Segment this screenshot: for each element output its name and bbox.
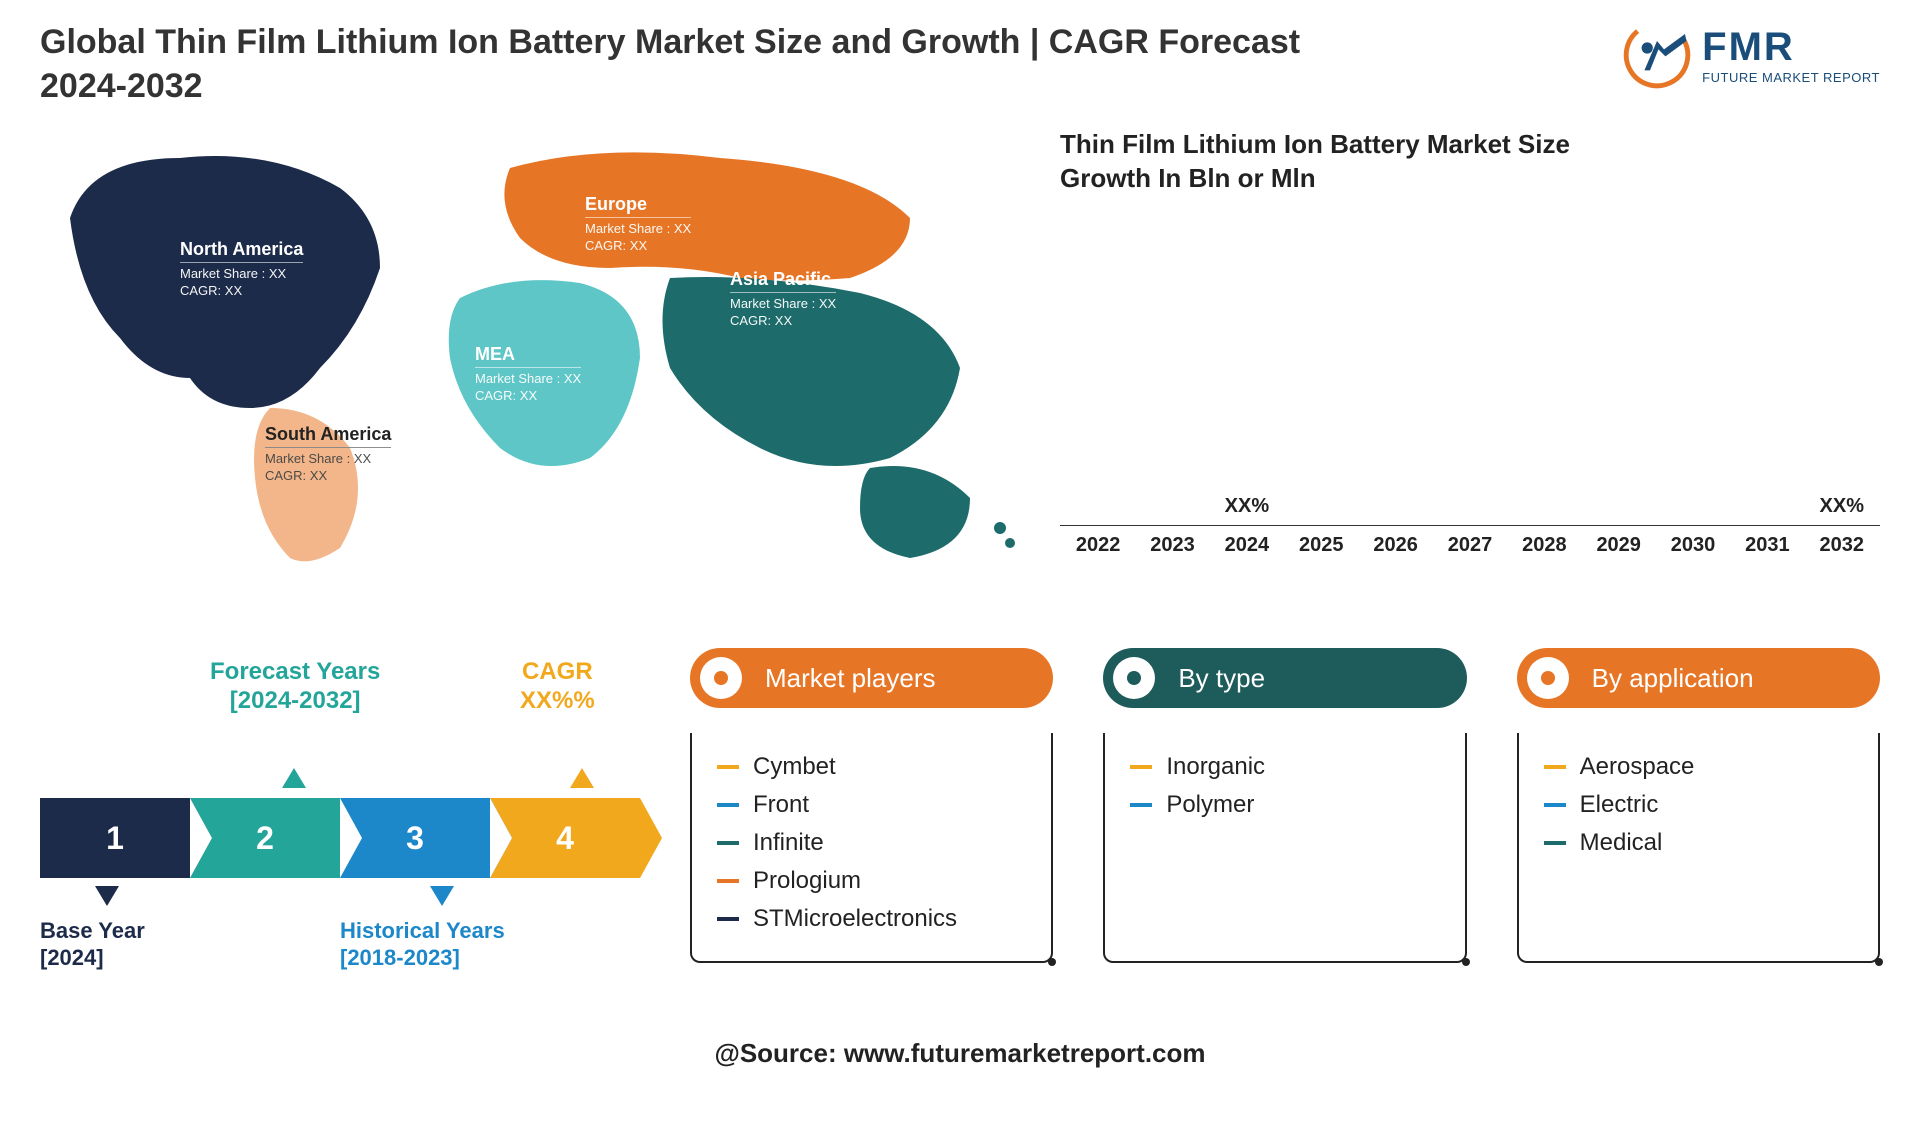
bar-year-label: 2023 bbox=[1150, 534, 1195, 557]
source-line: @Source: www.futuremarketreport.com bbox=[40, 1038, 1880, 1069]
bar-top-label: XX% bbox=[1820, 495, 1864, 518]
chevron-2: 2 bbox=[190, 798, 340, 878]
category-item-label: Infinite bbox=[753, 829, 824, 857]
hist-label: Historical Years [2018-2023] bbox=[340, 918, 505, 971]
category-item-label: Electric bbox=[1580, 791, 1659, 819]
category-item-label: Inorganic bbox=[1166, 753, 1265, 781]
bar-year-label: 2031 bbox=[1745, 534, 1790, 557]
pill-dot-icon bbox=[1527, 657, 1569, 699]
tick-icon bbox=[1130, 765, 1152, 769]
label-na: North America Market Share : XX CAGR: XX bbox=[180, 238, 303, 299]
category-item-label: Aerospace bbox=[1580, 753, 1695, 781]
chevron-row: 1234 bbox=[40, 798, 640, 878]
bar-year-label: 2024 bbox=[1225, 534, 1270, 557]
tick-icon bbox=[717, 803, 739, 807]
header: Global Thin Film Lithium Ion Battery Mar… bbox=[40, 20, 1880, 108]
cagr-label: CAGR XX%% bbox=[520, 658, 595, 716]
region-eu-shape bbox=[504, 153, 910, 281]
category-item: Polymer bbox=[1130, 791, 1454, 819]
bar-year-label: 2030 bbox=[1671, 534, 1716, 557]
category-item: Infinite bbox=[717, 829, 1041, 857]
tri-hist bbox=[430, 886, 454, 906]
pill-dot-icon bbox=[1113, 657, 1155, 699]
bar-year-label: 2032 bbox=[1820, 534, 1865, 557]
category-list: Aerospace Electric Medical bbox=[1544, 753, 1868, 857]
chevron-4: 4 bbox=[490, 798, 640, 878]
category-item: Electric bbox=[1544, 791, 1868, 819]
tick-icon bbox=[1544, 765, 1566, 769]
category-frame: Cymbet Front Infinite Prologium STMicroelect… bbox=[690, 733, 1053, 963]
tick-icon bbox=[717, 765, 739, 769]
label-ap: Asia Pacific Market Share : XX CAGR: XX bbox=[730, 268, 836, 329]
tick-icon bbox=[1544, 841, 1566, 845]
category-item-label: Cymbet bbox=[753, 753, 836, 781]
category-column: By application Aerospace Electric Medical bbox=[1517, 648, 1880, 988]
chevron-3: 3 bbox=[340, 798, 490, 878]
category-item: STMicroelectronics bbox=[717, 905, 1041, 933]
category-column: Market players Cymbet Front Infinite Prologi… bbox=[690, 648, 1053, 988]
timeline: Forecast Years [2024-2032] CAGR XX%% 123… bbox=[40, 648, 660, 988]
bar-year-label: 2026 bbox=[1373, 534, 1418, 557]
category-title: Market players bbox=[765, 663, 936, 694]
category-item: Medical bbox=[1544, 829, 1868, 857]
tick-icon bbox=[717, 841, 739, 845]
bar-year-label: 2029 bbox=[1596, 534, 1641, 557]
bar-top-label: XX% bbox=[1225, 495, 1269, 518]
category-pill: Market players bbox=[690, 648, 1053, 708]
top-row: North America Market Share : XX CAGR: XX… bbox=[40, 128, 1880, 568]
bar-chart: Thin Film Lithium Ion Battery Market Siz… bbox=[1060, 128, 1880, 568]
category-title: By type bbox=[1178, 663, 1265, 694]
category-pill: By application bbox=[1517, 648, 1880, 708]
category-item-label: Front bbox=[753, 791, 809, 819]
category-item-label: STMicroelectronics bbox=[753, 905, 957, 933]
fmr-logo: FMR FUTURE MARKET REPORT bbox=[1622, 20, 1880, 90]
tri-base bbox=[95, 886, 119, 906]
category-item: Prologium bbox=[717, 867, 1041, 895]
category-item-label: Prologium bbox=[753, 867, 861, 895]
bottom-row: Forecast Years [2024-2032] CAGR XX%% 123… bbox=[40, 648, 1880, 988]
category-item: Front bbox=[717, 791, 1041, 819]
bars-container: 202220232024XX%2025202620272028202920302… bbox=[1060, 216, 1880, 526]
base-label: Base Year [2024] bbox=[40, 918, 145, 971]
pill-dot-icon bbox=[700, 657, 742, 699]
category-item: Inorganic bbox=[1130, 753, 1454, 781]
category-title: By application bbox=[1592, 663, 1754, 694]
category-item: Aerospace bbox=[1544, 753, 1868, 781]
label-sa: South America Market Share : XX CAGR: XX bbox=[265, 423, 391, 484]
page-title: Global Thin Film Lithium Ion Battery Mar… bbox=[40, 20, 1340, 108]
world-map: North America Market Share : XX CAGR: XX… bbox=[40, 128, 1030, 568]
tick-icon bbox=[1544, 803, 1566, 807]
category-column: By type Inorganic Polymer bbox=[1103, 648, 1466, 988]
category-item: Cymbet bbox=[717, 753, 1041, 781]
chevron-1: 1 bbox=[40, 798, 190, 878]
chart-title: Thin Film Lithium Ion Battery Market Siz… bbox=[1060, 128, 1580, 196]
tick-icon bbox=[717, 879, 739, 883]
category-list: Cymbet Front Infinite Prologium STMicroelect… bbox=[717, 753, 1041, 933]
categories: Market players Cymbet Front Infinite Prologi… bbox=[690, 648, 1880, 988]
category-frame: Inorganic Polymer bbox=[1103, 733, 1466, 963]
category-item-label: Medical bbox=[1580, 829, 1663, 857]
logo-main-text: FMR bbox=[1702, 25, 1880, 70]
tick-icon bbox=[1130, 803, 1152, 807]
label-eu: Europe Market Share : XX CAGR: XX bbox=[585, 193, 691, 254]
tick-icon bbox=[717, 917, 739, 921]
logo-sub-text: FUTURE MARKET REPORT bbox=[1702, 70, 1880, 85]
bar-year-label: 2022 bbox=[1076, 534, 1121, 557]
forecast-label: Forecast Years [2024-2032] bbox=[210, 658, 380, 716]
category-frame: Aerospace Electric Medical bbox=[1517, 733, 1880, 963]
category-item-label: Polymer bbox=[1166, 791, 1254, 819]
tri-cagr bbox=[570, 768, 594, 788]
bar-year-label: 2028 bbox=[1522, 534, 1567, 557]
tri-forecast bbox=[282, 768, 306, 788]
category-list: Inorganic Polymer bbox=[1130, 753, 1454, 819]
label-mea: MEA Market Share : XX CAGR: XX bbox=[475, 343, 581, 404]
category-pill: By type bbox=[1103, 648, 1466, 708]
logo-icon bbox=[1622, 20, 1692, 90]
bar-year-label: 2025 bbox=[1299, 534, 1344, 557]
bar-year-label: 2027 bbox=[1448, 534, 1493, 557]
